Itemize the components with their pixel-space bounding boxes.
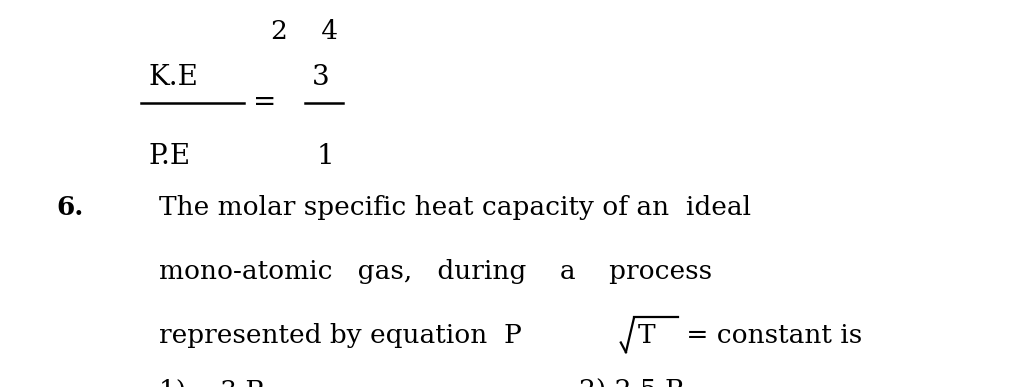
Text: The molar specific heat capacity of an  ideal: The molar specific heat capacity of an i… <box>159 195 751 221</box>
Text: P.E: P.E <box>148 143 190 170</box>
Text: = constant is: = constant is <box>678 323 862 348</box>
Text: mono-atomic   gas,   during    a    process: mono-atomic gas, during a process <box>159 259 712 284</box>
Text: 3: 3 <box>312 64 330 91</box>
Text: K.E: K.E <box>148 64 199 91</box>
Text: represented by equation  P: represented by equation P <box>159 323 521 348</box>
Text: 2) 2.5 R: 2) 2.5 R <box>579 379 684 387</box>
Text: =: = <box>253 89 276 116</box>
Text: 1: 1 <box>316 143 334 170</box>
Text: 1)  - 3 R: 1) - 3 R <box>159 379 265 387</box>
Text: T: T <box>638 323 655 348</box>
Text: 2    4: 2 4 <box>271 19 339 45</box>
Text: 6.: 6. <box>56 195 84 221</box>
